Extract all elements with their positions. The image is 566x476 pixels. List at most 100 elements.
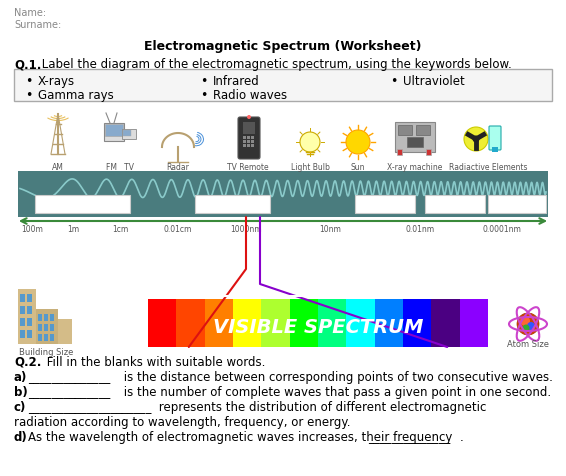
Text: X-ray machine: X-ray machine [387, 163, 443, 172]
Text: a): a) [14, 370, 27, 383]
Bar [38, 324, 42, 331]
Text: Infrared: Infrared [213, 75, 260, 88]
Bar [50, 324, 54, 331]
Text: d): d) [14, 430, 28, 443]
Text: Ultraviolet: Ultraviolet [403, 75, 465, 88]
Text: b): b) [14, 385, 28, 398]
Bar [27, 307, 32, 314]
Text: Name:: Name: [14, 8, 46, 18]
Text: X-rays: X-rays [38, 75, 75, 88]
Text: Sun: Sun [351, 163, 365, 172]
Text: As the wavelength of electromagnetic waves increases, their frequency: As the wavelength of electromagnetic wav… [28, 430, 456, 443]
Circle shape [464, 128, 488, 152]
Text: AM: AM [52, 163, 64, 172]
Bar [397, 149, 402, 156]
Text: represents the distribution of different electromagnetic: represents the distribution of different… [155, 400, 486, 413]
Text: TV Remote: TV Remote [227, 163, 269, 172]
Bar [431, 299, 460, 347]
Bar [398, 126, 412, 136]
Bar [460, 299, 488, 347]
Bar [247, 145, 250, 148]
Text: Atom Size: Atom Size [507, 339, 549, 348]
Text: ______________: ______________ [28, 370, 110, 383]
Bar [318, 299, 347, 347]
Bar [375, 299, 404, 347]
Circle shape [522, 325, 530, 332]
Bar [148, 299, 177, 347]
Circle shape [517, 313, 539, 335]
Bar [50, 334, 54, 341]
Bar [104, 124, 124, 142]
Bar [27, 330, 32, 338]
Bar [44, 314, 48, 321]
Bar [251, 137, 254, 140]
Bar [20, 318, 25, 327]
Text: 0.0001nm: 0.0001nm [483, 225, 521, 234]
Text: radiation according to wavelength, frequency, or energy.: radiation according to wavelength, frequ… [14, 415, 350, 428]
Bar [27, 294, 32, 302]
Circle shape [520, 317, 530, 327]
Text: ______________: ______________ [28, 385, 110, 398]
Bar [355, 196, 415, 214]
Bar [35, 196, 130, 214]
Bar [38, 334, 42, 341]
Text: Q.1.: Q.1. [14, 58, 41, 71]
Text: _____________________: _____________________ [28, 400, 151, 413]
Bar [290, 299, 319, 347]
Bar [243, 145, 246, 148]
Bar [243, 123, 255, 135]
Text: •: • [25, 89, 32, 102]
Bar [122, 130, 136, 140]
Text: 0.01nm: 0.01nm [405, 225, 435, 234]
Bar [18, 289, 36, 344]
Circle shape [527, 322, 535, 330]
Bar [488, 196, 546, 214]
Text: Radio waves: Radio waves [213, 89, 287, 102]
Text: 1m: 1m [67, 225, 79, 234]
Text: •: • [200, 75, 207, 88]
Text: Light Bulb: Light Bulb [290, 163, 329, 172]
Text: is the number of complete waves that pass a given point in one second.: is the number of complete waves that pas… [120, 385, 551, 398]
Circle shape [474, 138, 478, 141]
Text: Surname:: Surname: [14, 20, 61, 30]
Text: ______________: ______________ [368, 430, 450, 443]
Bar [346, 299, 375, 347]
Text: is the distance between corresponding points of two consecutive waves.: is the distance between corresponding po… [120, 370, 553, 383]
Bar [205, 299, 234, 347]
Bar [416, 126, 430, 136]
Bar [50, 314, 54, 321]
Text: •: • [25, 75, 32, 88]
Bar [14, 70, 552, 102]
Circle shape [247, 116, 251, 120]
Bar [177, 299, 205, 347]
Bar [58, 319, 72, 344]
Text: Electromagnetic Spectrum (Worksheet): Electromagnetic Spectrum (Worksheet) [144, 40, 422, 53]
Text: Gamma rays: Gamma rays [38, 89, 114, 102]
Text: c): c) [14, 400, 27, 413]
Bar [44, 324, 48, 331]
Text: Building Size: Building Size [19, 347, 73, 356]
Bar [105, 125, 123, 137]
Text: 10nm: 10nm [319, 225, 341, 234]
Bar [20, 307, 25, 314]
Bar [403, 299, 432, 347]
Bar [20, 294, 25, 302]
Bar [195, 196, 270, 214]
Circle shape [346, 131, 370, 155]
Text: Radar: Radar [166, 163, 190, 172]
Text: Q.2.: Q.2. [14, 355, 41, 368]
Text: •: • [200, 89, 207, 102]
Text: •: • [390, 75, 397, 88]
Bar [492, 148, 498, 153]
Bar [247, 141, 250, 144]
Bar [18, 172, 548, 218]
Bar [243, 137, 246, 140]
Bar [407, 138, 423, 148]
Bar [261, 299, 290, 347]
FancyBboxPatch shape [489, 127, 501, 151]
Bar [233, 299, 262, 347]
Circle shape [473, 136, 479, 143]
Bar [247, 137, 250, 140]
Text: 100m: 100m [21, 225, 43, 234]
Text: FM   TV: FM TV [106, 163, 134, 172]
